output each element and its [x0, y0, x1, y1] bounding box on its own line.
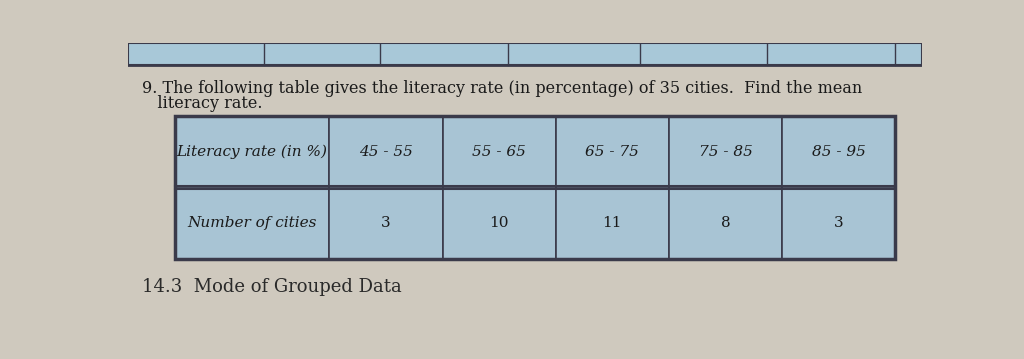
Text: 3: 3 [381, 216, 391, 230]
Bar [442, 116, 556, 187]
Text: 3: 3 [834, 216, 844, 230]
Bar [174, 187, 330, 259]
Text: Literacy rate (in %): Literacy rate (in %) [176, 145, 328, 159]
Bar [669, 187, 782, 259]
Bar [330, 116, 442, 187]
Bar [782, 116, 895, 187]
Bar [669, 116, 782, 187]
Text: 8: 8 [721, 216, 730, 230]
Text: 75 - 85: 75 - 85 [698, 145, 753, 159]
Text: 45 - 55: 45 - 55 [359, 145, 413, 159]
Bar [174, 116, 330, 187]
Bar [556, 187, 669, 259]
Text: literacy rate.: literacy rate. [142, 95, 262, 112]
Bar [330, 187, 442, 259]
Text: 9. The following table gives the literacy rate (in percentage) of 35 cities.  Fi: 9. The following table gives the literac… [142, 80, 862, 97]
Bar [128, 43, 922, 65]
Bar [174, 116, 895, 259]
Text: Number of cities: Number of cities [187, 216, 316, 230]
Text: 85 - 95: 85 - 95 [812, 145, 865, 159]
Bar [556, 116, 669, 187]
Text: 65 - 75: 65 - 75 [586, 145, 639, 159]
Text: 11: 11 [602, 216, 623, 230]
Text: 10: 10 [489, 216, 509, 230]
Bar [782, 187, 895, 259]
Text: 14.3  Mode of Grouped Data: 14.3 Mode of Grouped Data [142, 278, 401, 296]
Bar [442, 187, 556, 259]
Text: 55 - 65: 55 - 65 [472, 145, 526, 159]
